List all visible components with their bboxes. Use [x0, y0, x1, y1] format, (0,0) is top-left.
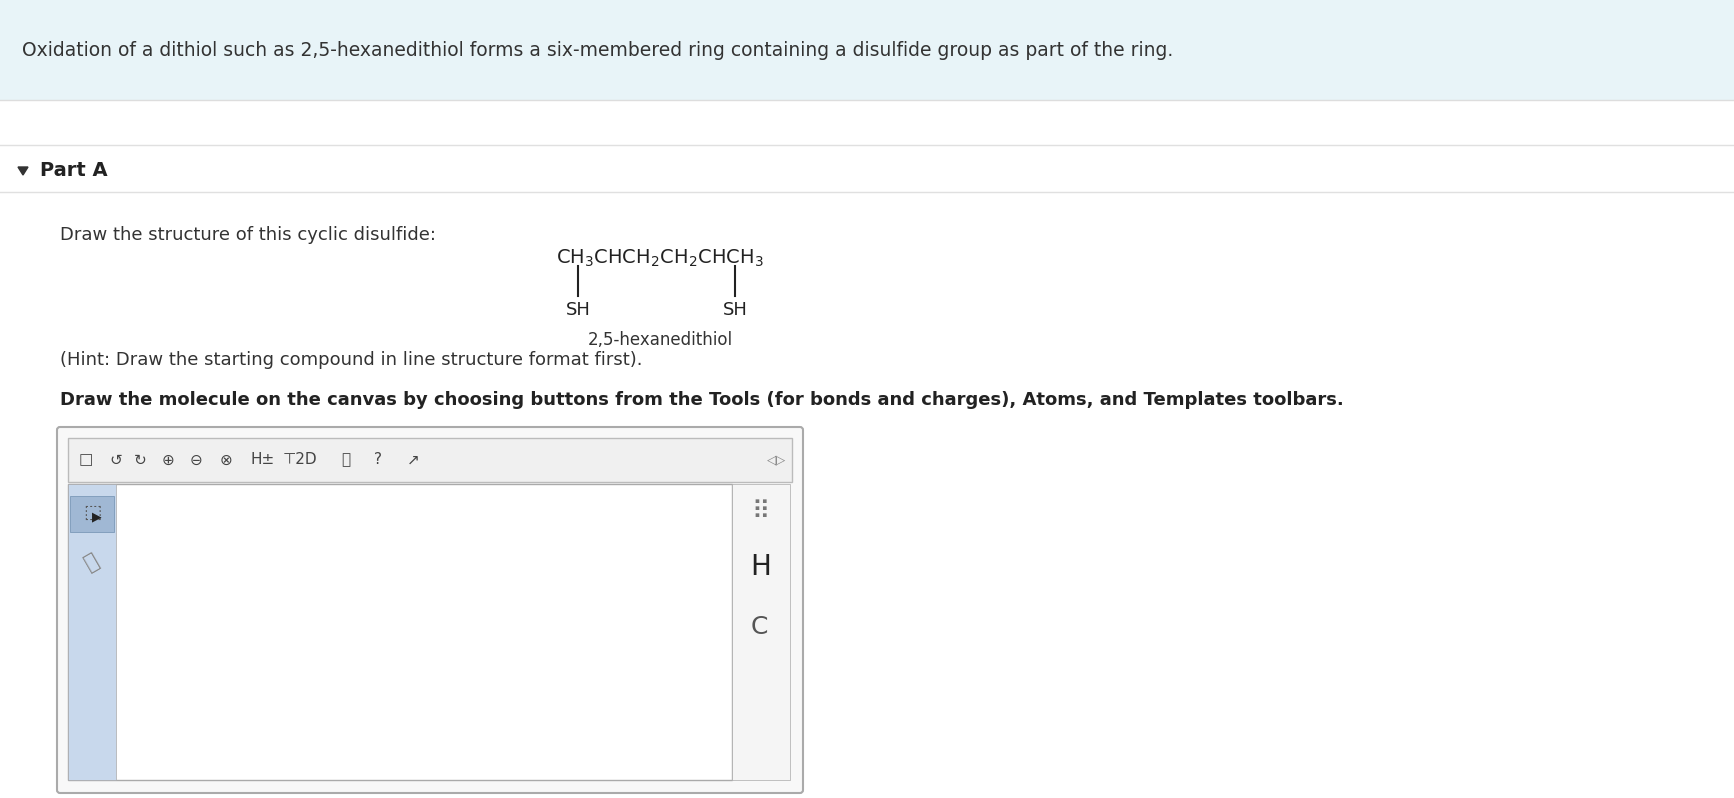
- Text: Draw the structure of this cyclic disulfide:: Draw the structure of this cyclic disulf…: [61, 226, 435, 244]
- Text: □: □: [78, 452, 94, 468]
- Text: (Hint: Draw the starting compound in line structure format first).: (Hint: Draw the starting compound in lin…: [61, 351, 643, 369]
- Text: 🔵: 🔵: [342, 452, 350, 468]
- Text: ▶: ▶: [92, 511, 102, 523]
- Text: ⠿: ⠿: [753, 500, 770, 524]
- Bar: [68, 484, 116, 780]
- Text: H: H: [751, 553, 772, 581]
- Text: ⬚: ⬚: [83, 503, 101, 522]
- Text: CH$_3$CHCH$_2$CH$_2$CHCH$_3$: CH$_3$CHCH$_2$CH$_2$CHCH$_3$: [557, 247, 765, 269]
- Text: ⊖: ⊖: [189, 452, 203, 468]
- FancyBboxPatch shape: [57, 427, 803, 793]
- Text: ◁▷: ◁▷: [768, 453, 787, 467]
- Text: 2,5-hexanedithiol: 2,5-hexanedithiol: [588, 331, 732, 349]
- Text: ⬦: ⬦: [81, 550, 102, 574]
- FancyBboxPatch shape: [68, 438, 792, 482]
- Text: Oxidation of a dithiol such as 2,5-hexanedithiol forms a six-membered ring conta: Oxidation of a dithiol such as 2,5-hexan…: [23, 41, 1174, 60]
- Text: Part A: Part A: [40, 160, 108, 180]
- Bar: [69, 496, 114, 532]
- Bar: [732, 484, 791, 780]
- Text: H±: H±: [251, 452, 276, 468]
- Text: ⊕: ⊕: [161, 452, 175, 468]
- Text: Draw the molecule on the canvas by choosing buttons from the Tools (for bonds an: Draw the molecule on the canvas by choos…: [61, 391, 1344, 409]
- Text: ↻: ↻: [134, 452, 146, 468]
- Text: ⊤2D: ⊤2D: [283, 452, 317, 468]
- Text: SH: SH: [723, 301, 747, 319]
- FancyBboxPatch shape: [0, 100, 1734, 798]
- Polygon shape: [17, 167, 28, 175]
- Bar: [68, 484, 732, 780]
- Text: ?: ?: [375, 452, 381, 468]
- Text: ↺: ↺: [109, 452, 123, 468]
- Text: SH: SH: [565, 301, 591, 319]
- FancyBboxPatch shape: [0, 0, 1734, 100]
- Text: C: C: [751, 615, 768, 639]
- Text: ⊗: ⊗: [220, 452, 232, 468]
- Text: ↗: ↗: [407, 452, 420, 468]
